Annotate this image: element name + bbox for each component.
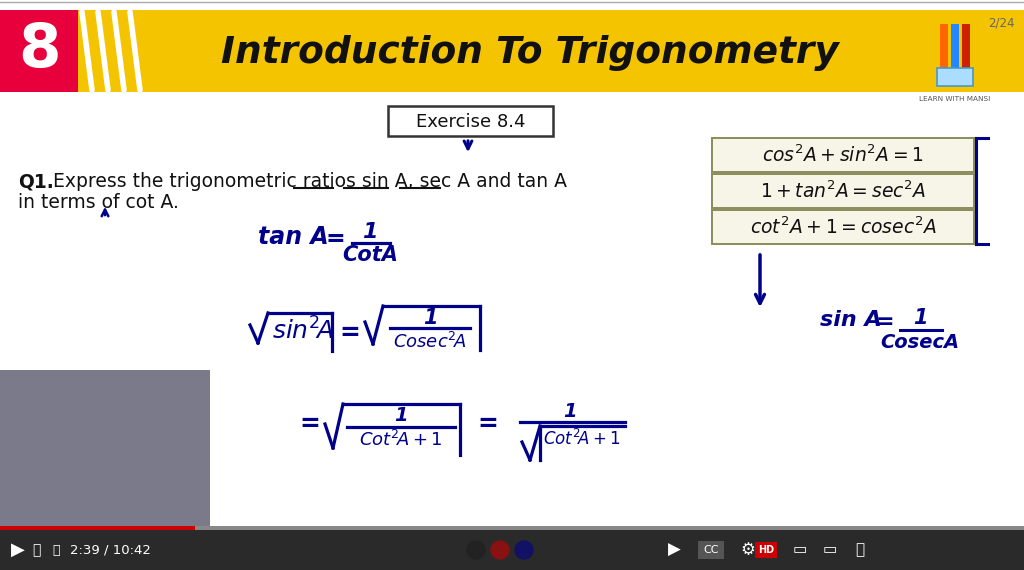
Text: $1 + tan^2A = sec^2A$: $1 + tan^2A = sec^2A$ <box>760 180 926 202</box>
Text: in terms of cot A.: in terms of cot A. <box>18 193 179 212</box>
Text: ▶: ▶ <box>668 541 680 559</box>
Text: =: = <box>325 227 345 251</box>
Bar <box>962 24 970 70</box>
Bar <box>0 10 78 92</box>
Text: Express the trigonometric ratios sin A, sec A and tan A: Express the trigonometric ratios sin A, … <box>53 172 567 191</box>
Text: $Cosec^2\!A$: $Cosec^2\!A$ <box>393 332 467 352</box>
Text: 8: 8 <box>17 22 60 80</box>
Text: 1: 1 <box>394 406 408 425</box>
Text: ⏭: ⏭ <box>32 543 40 557</box>
Text: 1: 1 <box>563 402 577 421</box>
Bar <box>937 68 973 86</box>
Bar <box>712 210 974 244</box>
Text: =: = <box>876 312 895 332</box>
Circle shape <box>467 541 485 559</box>
Text: HD: HD <box>758 545 774 555</box>
Bar <box>388 106 553 136</box>
Text: 🔊: 🔊 <box>52 544 59 556</box>
Text: 1: 1 <box>423 308 437 328</box>
Text: =: = <box>340 321 360 345</box>
Text: Exercise 8.4: Exercise 8.4 <box>416 113 525 131</box>
Circle shape <box>515 541 534 559</box>
Polygon shape <box>951 70 959 78</box>
Circle shape <box>490 541 509 559</box>
Bar <box>0 370 210 530</box>
Bar <box>951 24 959 70</box>
Text: ⚙: ⚙ <box>740 541 756 559</box>
Bar <box>940 24 948 70</box>
Text: tan A: tan A <box>258 225 329 249</box>
Bar <box>755 542 777 558</box>
Text: CC: CC <box>703 545 719 555</box>
Text: sin A: sin A <box>820 310 882 330</box>
Text: $Cot^2\!A + 1$: $Cot^2\!A + 1$ <box>359 430 442 450</box>
Text: =: = <box>300 412 321 436</box>
Text: $sin^2\!A$: $sin^2\!A$ <box>272 317 334 344</box>
Bar <box>195 526 1024 530</box>
Polygon shape <box>940 70 948 78</box>
Bar <box>0 526 195 530</box>
Text: ⛶: ⛶ <box>855 543 864 557</box>
Bar <box>0 10 1024 92</box>
Text: LEARN WITH MANSI: LEARN WITH MANSI <box>920 96 990 102</box>
Bar <box>712 174 974 208</box>
Text: 1: 1 <box>912 308 928 328</box>
Text: ▭: ▭ <box>823 543 838 557</box>
Bar <box>0 530 1024 570</box>
Text: ▭: ▭ <box>793 543 807 557</box>
Text: $cos^2A + sin^2A = 1$: $cos^2A + sin^2A = 1$ <box>762 144 924 166</box>
Text: CotA: CotA <box>342 245 398 265</box>
Bar <box>698 541 724 559</box>
Polygon shape <box>68 10 1024 92</box>
Text: Q1.: Q1. <box>18 172 53 191</box>
Text: 2/24: 2/24 <box>988 16 1015 29</box>
Text: Introduction To Trigonometry: Introduction To Trigonometry <box>221 35 839 71</box>
Text: ▶: ▶ <box>11 541 25 559</box>
Text: 1: 1 <box>362 222 378 242</box>
Text: CosecA: CosecA <box>881 333 959 352</box>
Text: $cot^2A + 1 = cosec^2A$: $cot^2A + 1 = cosec^2A$ <box>750 216 936 238</box>
Text: 2:39 / 10:42: 2:39 / 10:42 <box>70 544 151 556</box>
Bar <box>712 138 974 172</box>
Polygon shape <box>962 70 970 78</box>
Text: =: = <box>477 412 499 436</box>
Text: $Cot^2\!A + 1$: $Cot^2\!A + 1$ <box>543 429 621 449</box>
